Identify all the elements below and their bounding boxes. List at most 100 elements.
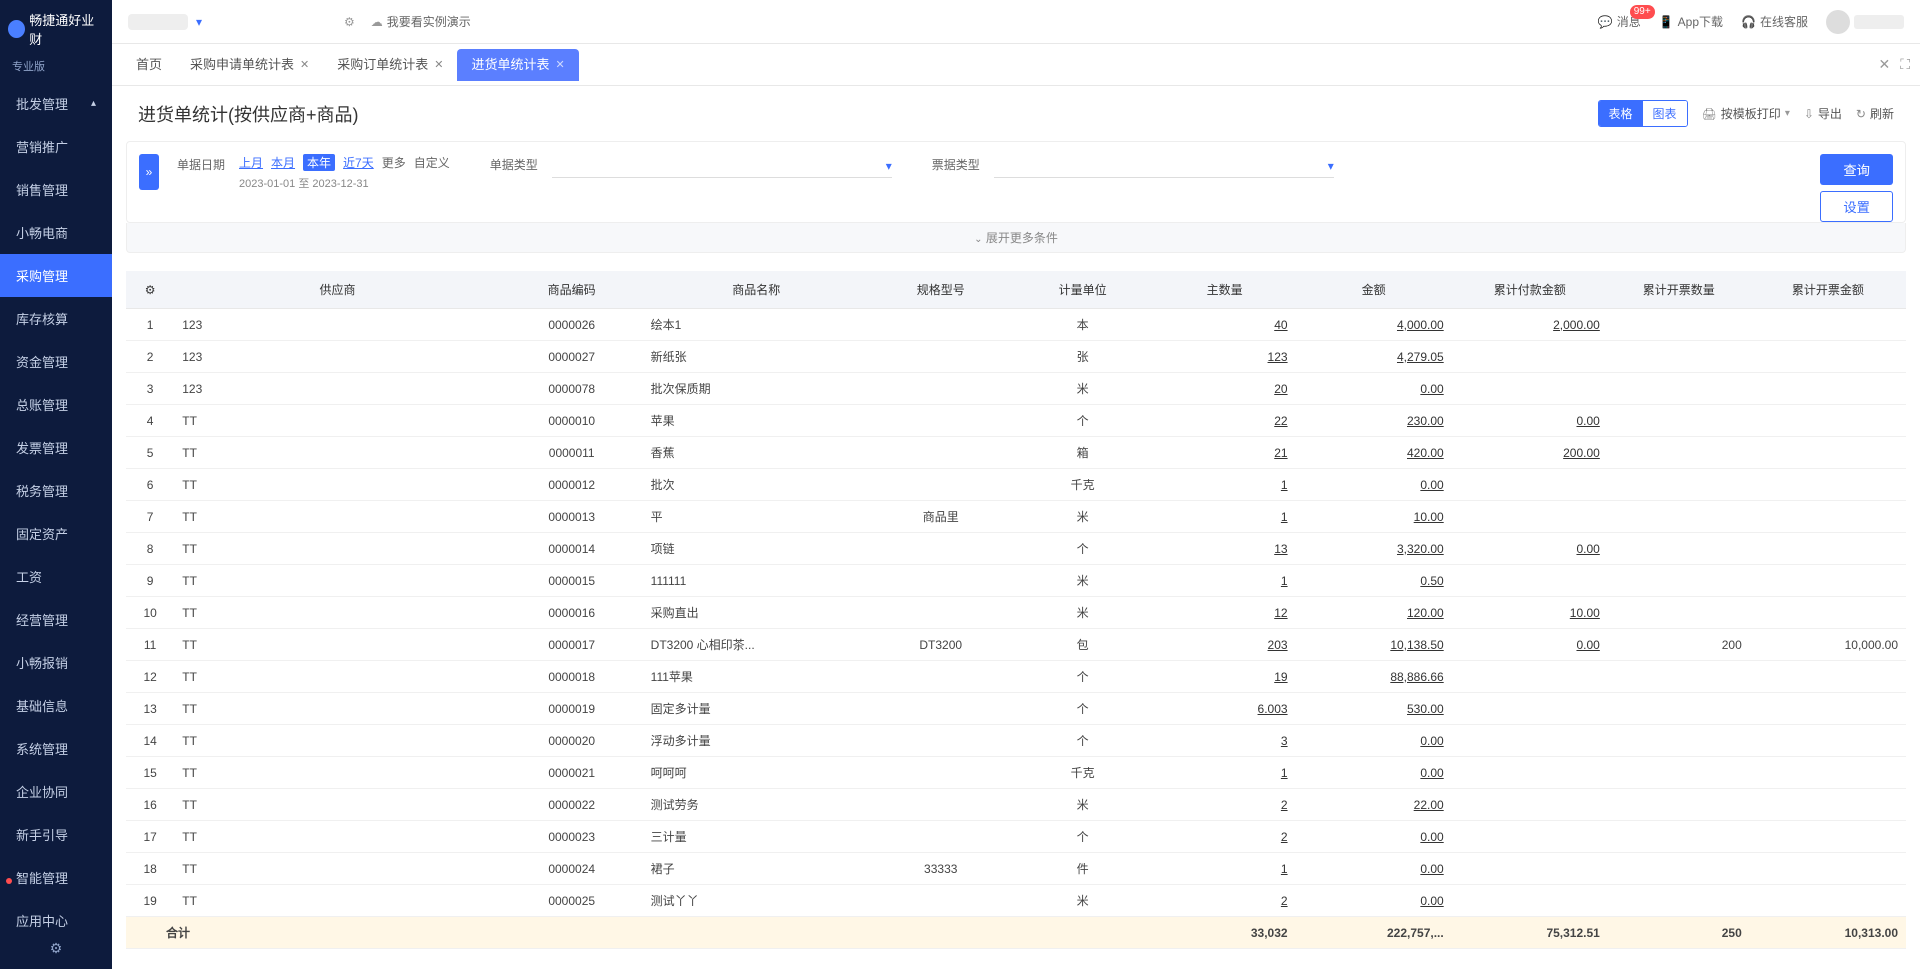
org-selector[interactable]: ▾ xyxy=(128,14,328,30)
table-row[interactable]: 11230000026绘本1本404,000.002,000.00 xyxy=(126,309,1906,341)
total-label: 合计 xyxy=(126,917,501,949)
table-column-header[interactable]: 主数量 xyxy=(1154,271,1296,309)
table-column-header[interactable]: 计量单位 xyxy=(1012,271,1154,309)
demo-link[interactable]: ☁ 我要看实例演示 xyxy=(371,13,471,30)
table-column-header[interactable]: 商品编码 xyxy=(501,271,643,309)
date-quick-option[interactable]: 上月 xyxy=(239,154,263,171)
table-column-header[interactable]: 累计开票数量 xyxy=(1608,271,1750,309)
tabs-fullscreen-icon[interactable]: ⛶ xyxy=(1900,56,1910,73)
sidebar-item[interactable]: 资金管理 xyxy=(0,340,112,383)
table-column-header[interactable]: 供应商 xyxy=(174,271,500,309)
filter-doc-type-select[interactable]: ▾ xyxy=(552,154,892,178)
sidebar-item[interactable]: 批发管理▴ xyxy=(0,82,112,125)
table-row[interactable]: 14TT0000020浮动多计量个30.00 xyxy=(126,725,1906,757)
table-row[interactable]: 4TT0000010苹果个22230.000.00 xyxy=(126,405,1906,437)
sidebar-item[interactable]: 营销推广 xyxy=(0,125,112,168)
view-toggle-chart[interactable]: 图表 xyxy=(1643,101,1687,126)
sidebar-item[interactable]: 税务管理 xyxy=(0,469,112,512)
total-paid: 75,312.51 xyxy=(1452,917,1608,949)
tab[interactable]: 进货单统计表✕ xyxy=(457,49,578,81)
table-row[interactable]: 18TT0000024裙子33333件10.00 xyxy=(126,853,1906,885)
tabs-close-all-icon[interactable]: ✕ xyxy=(1878,56,1890,73)
sidebar-item[interactable]: 经营管理 xyxy=(0,598,112,641)
table-column-header[interactable]: 规格型号 xyxy=(870,271,1012,309)
sidebar: 畅捷通好业财 专业版 批发管理▴营销推广销售管理小畅电商采购管理库存核算资金管理… xyxy=(0,0,112,969)
tab-close-icon[interactable]: ✕ xyxy=(434,49,443,81)
table-row[interactable]: 5TT0000011香蕉箱21420.00200.00 xyxy=(126,437,1906,469)
user-menu[interactable] xyxy=(1826,10,1904,34)
table-row[interactable]: 15TT0000021呵呵呵千克10.00 xyxy=(126,757,1906,789)
sidebar-item[interactable]: 企业协同 xyxy=(0,770,112,813)
table-row[interactable]: 17TT0000023三计量个20.00 xyxy=(126,821,1906,853)
date-quick-option[interactable]: 本月 xyxy=(271,154,295,171)
table-column-header[interactable]: 累计付款金额 xyxy=(1452,271,1608,309)
table-settings-icon[interactable]: ⚙ xyxy=(126,271,174,309)
sidebar-item[interactable]: 销售管理 xyxy=(0,168,112,211)
brand-logo: 畅捷通好业财 xyxy=(0,0,112,58)
sidebar-settings-icon[interactable]: ⚙ xyxy=(50,940,63,956)
table-row[interactable]: 7TT0000013平商品里米110.00 xyxy=(126,501,1906,533)
table-row[interactable]: 6TT0000012批次千克10.00 xyxy=(126,469,1906,501)
table-row[interactable]: 10TT0000016采购直出米12120.0010.00 xyxy=(126,597,1906,629)
sidebar-item[interactable]: 智能管理 xyxy=(0,856,112,899)
sidebar-item[interactable]: 固定资产 xyxy=(0,512,112,555)
sidebar-item[interactable]: 新手引导 xyxy=(0,813,112,856)
table-column-header[interactable]: 金额 xyxy=(1296,271,1452,309)
filter-doc-type-label: 单据类型 xyxy=(490,154,542,173)
sidebar-item[interactable]: 发票管理 xyxy=(0,426,112,469)
expand-filters-button[interactable]: ⌄ 展开更多条件 xyxy=(126,223,1906,253)
filter-invoice-type-select[interactable]: ▾ xyxy=(994,154,1334,178)
tab[interactable]: 采购申请单统计表✕ xyxy=(176,49,323,81)
table-column-header[interactable]: 累计开票金额 xyxy=(1750,271,1906,309)
total-amount: 222,757,... xyxy=(1296,917,1452,949)
tab-close-icon[interactable]: ✕ xyxy=(556,49,565,81)
sidebar-item[interactable]: 库存核算 xyxy=(0,297,112,340)
tab-bar: 首页采购申请单统计表✕采购订单统计表✕进货单统计表✕ ✕ ⛶ xyxy=(112,44,1920,86)
table-row[interactable]: 9TT0000015111111米10.50 xyxy=(126,565,1906,597)
app-download-button[interactable]: 📱 App下载 xyxy=(1659,13,1723,30)
brand-name: 畅捷通好业财 xyxy=(29,10,104,48)
date-quick-option[interactable]: 更多 xyxy=(382,154,406,171)
date-quick-option[interactable]: 本年 xyxy=(303,154,335,171)
table-row[interactable]: 11TT0000017DT3200 心相印茶...DT3200包20310,13… xyxy=(126,629,1906,661)
total-invoice-qty: 250 xyxy=(1608,917,1750,949)
brand-edition: 专业版 xyxy=(0,58,112,82)
sidebar-item[interactable]: 小畅电商 xyxy=(0,211,112,254)
sidebar-item[interactable]: 总账管理 xyxy=(0,383,112,426)
tab[interactable]: 首页 xyxy=(122,49,176,81)
sidebar-item[interactable]: 采购管理 xyxy=(0,254,112,297)
filter-settings-button[interactable]: 设置 xyxy=(1820,191,1893,222)
table-row[interactable]: 31230000078批次保质期米200.00 xyxy=(126,373,1906,405)
table-column-header[interactable]: 商品名称 xyxy=(643,271,870,309)
tab-close-icon[interactable]: ✕ xyxy=(300,49,309,81)
date-quick-option[interactable]: 近7天 xyxy=(343,154,374,171)
date-range-text: 2023-01-01 至 2023-12-31 xyxy=(239,175,450,191)
tab[interactable]: 采购订单统计表✕ xyxy=(323,49,457,81)
date-quick-option[interactable]: 自定义 xyxy=(414,154,450,171)
messages-button[interactable]: 💬 消息 99+ xyxy=(1598,13,1641,30)
print-button[interactable]: 🖨 按模板打印 ▾ xyxy=(1702,105,1790,122)
view-toggle-table[interactable]: 表格 xyxy=(1599,101,1643,126)
table-row[interactable]: 21230000027新纸张张1234,279.05 xyxy=(126,341,1906,373)
topbar-settings-icon[interactable]: ⚙ xyxy=(344,15,355,29)
sidebar-item[interactable]: 基础信息 xyxy=(0,684,112,727)
export-button[interactable]: ⇩ 导出 xyxy=(1804,105,1842,122)
demo-label: 我要看实例演示 xyxy=(387,13,471,30)
page-title: 进货单统计(按供应商+商品) xyxy=(138,101,359,127)
sidebar-item[interactable]: 小畅报销 xyxy=(0,641,112,684)
sidebar-item[interactable]: 应用中心 xyxy=(0,899,112,928)
sidebar-item[interactable]: 系统管理 xyxy=(0,727,112,770)
total-invoice-amount: 10,313.00 xyxy=(1750,917,1906,949)
print-icon: 🖨 xyxy=(1702,107,1717,121)
query-button[interactable]: 查询 xyxy=(1820,154,1893,185)
table-row[interactable]: 8TT0000014项链个133,320.000.00 xyxy=(126,533,1906,565)
table-row[interactable]: 19TT0000025测试丫丫米20.00 xyxy=(126,885,1906,917)
table-row[interactable]: 13TT0000019固定多计量个6.003530.00 xyxy=(126,693,1906,725)
total-qty: 33,032 xyxy=(1154,917,1296,949)
customer-service-button[interactable]: 🎧 在线客服 xyxy=(1741,13,1808,30)
refresh-button[interactable]: ↻ 刷新 xyxy=(1856,105,1894,122)
sidebar-item[interactable]: 工资 xyxy=(0,555,112,598)
table-row[interactable]: 16TT0000022测试劳务米222.00 xyxy=(126,789,1906,821)
table-row[interactable]: 12TT0000018111苹果个1988,886.66 xyxy=(126,661,1906,693)
filter-collapse-handle[interactable]: » xyxy=(139,154,159,190)
